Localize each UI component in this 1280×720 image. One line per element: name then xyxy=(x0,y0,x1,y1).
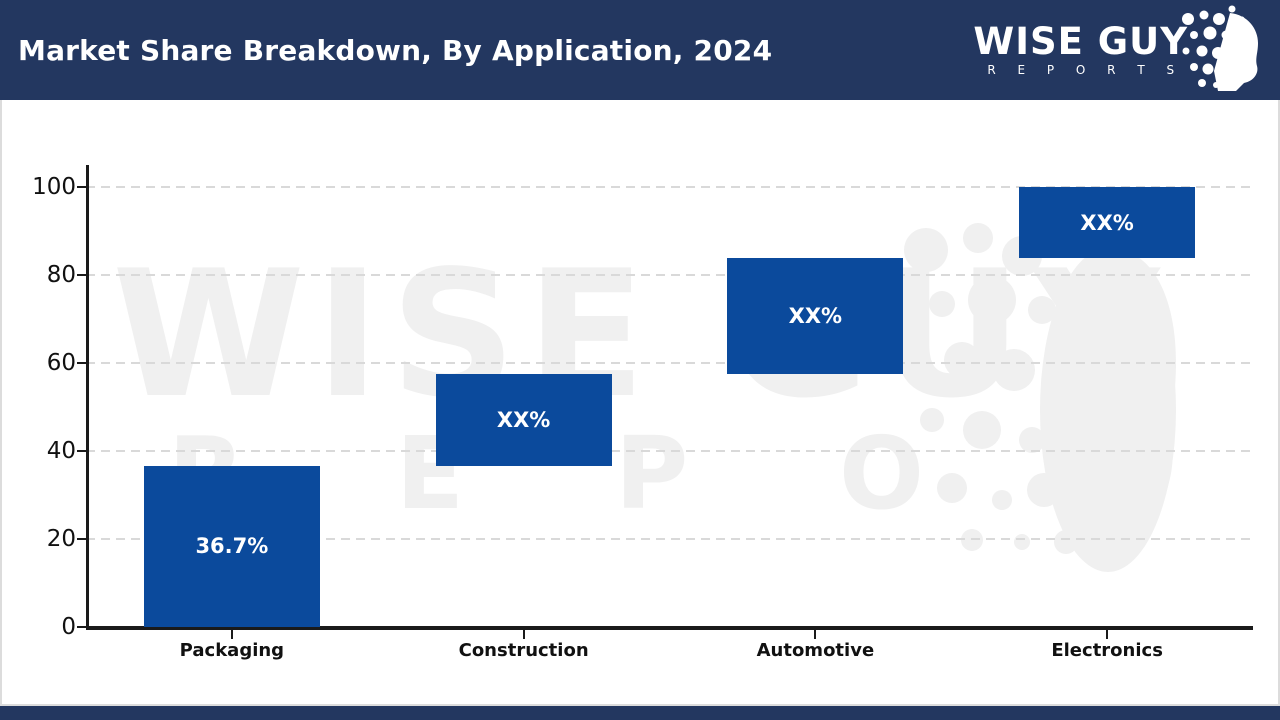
header-bar: Market Share Breakdown, By Application, … xyxy=(0,0,1280,100)
bar-construction: XX% xyxy=(435,374,612,466)
gridline-80 xyxy=(86,274,1253,276)
y-tick-label-80: 80 xyxy=(46,262,76,288)
y-tick-label-100: 100 xyxy=(32,174,76,200)
frame-edge-bottom xyxy=(0,704,1280,706)
logo-text: WISE GUY R E P O R T S xyxy=(973,23,1188,77)
y-tickmark-80 xyxy=(77,274,86,276)
gridline-100 xyxy=(86,186,1253,188)
wise-guy-logo: WISE GUY R E P O R T S xyxy=(973,5,1266,95)
y-tickmark-60 xyxy=(77,362,86,364)
y-tickmark-0 xyxy=(77,626,86,628)
logo-face-icon xyxy=(1182,5,1258,91)
bar-value-label-packaging: 36.7% xyxy=(195,534,269,559)
bar-value-label-construction: XX% xyxy=(496,407,551,432)
y-tick-label-60: 60 xyxy=(46,350,76,376)
logo-reports-text: R E P O R T S xyxy=(987,63,1184,77)
y-tick-label-20: 20 xyxy=(46,526,76,552)
x-category-label-packaging: Packaging xyxy=(179,640,285,661)
frame-edge-left xyxy=(0,100,2,704)
x-tickmark-automotive xyxy=(814,630,817,639)
x-category-label-automotive: Automotive xyxy=(756,640,875,661)
gridline-60 xyxy=(86,362,1253,364)
bar-value-label-automotive: XX% xyxy=(788,304,843,329)
x-tickmark-construction xyxy=(522,630,525,639)
y-tick-label-0: 0 xyxy=(61,614,76,640)
frame-edge-right xyxy=(1278,100,1280,704)
chart-title: Market Share Breakdown, By Application, … xyxy=(18,33,773,67)
gridline-20 xyxy=(86,538,1253,540)
y-tickmark-100 xyxy=(77,186,86,188)
gridline-40 xyxy=(86,450,1253,452)
y-tick-label-40: 40 xyxy=(46,438,76,464)
footer-bar xyxy=(0,706,1280,720)
x-tickmark-packaging xyxy=(230,630,233,639)
bar-electronics: XX% xyxy=(1019,187,1196,259)
x-category-label-construction: Construction xyxy=(458,640,589,661)
y-axis-line xyxy=(86,165,89,630)
x-tickmark-electronics xyxy=(1106,630,1109,639)
bar-automotive: XX% xyxy=(727,258,904,375)
x-category-label-electronics: Electronics xyxy=(1051,640,1163,661)
y-tickmark-20 xyxy=(77,538,86,540)
bar-value-label-electronics: XX% xyxy=(1080,210,1134,235)
y-tickmark-40 xyxy=(77,450,86,452)
x-axis-line xyxy=(86,626,1253,630)
logo-wiseguy-text: WISE GUY xyxy=(973,20,1188,63)
bar-packaging: 36.7% xyxy=(143,465,320,627)
